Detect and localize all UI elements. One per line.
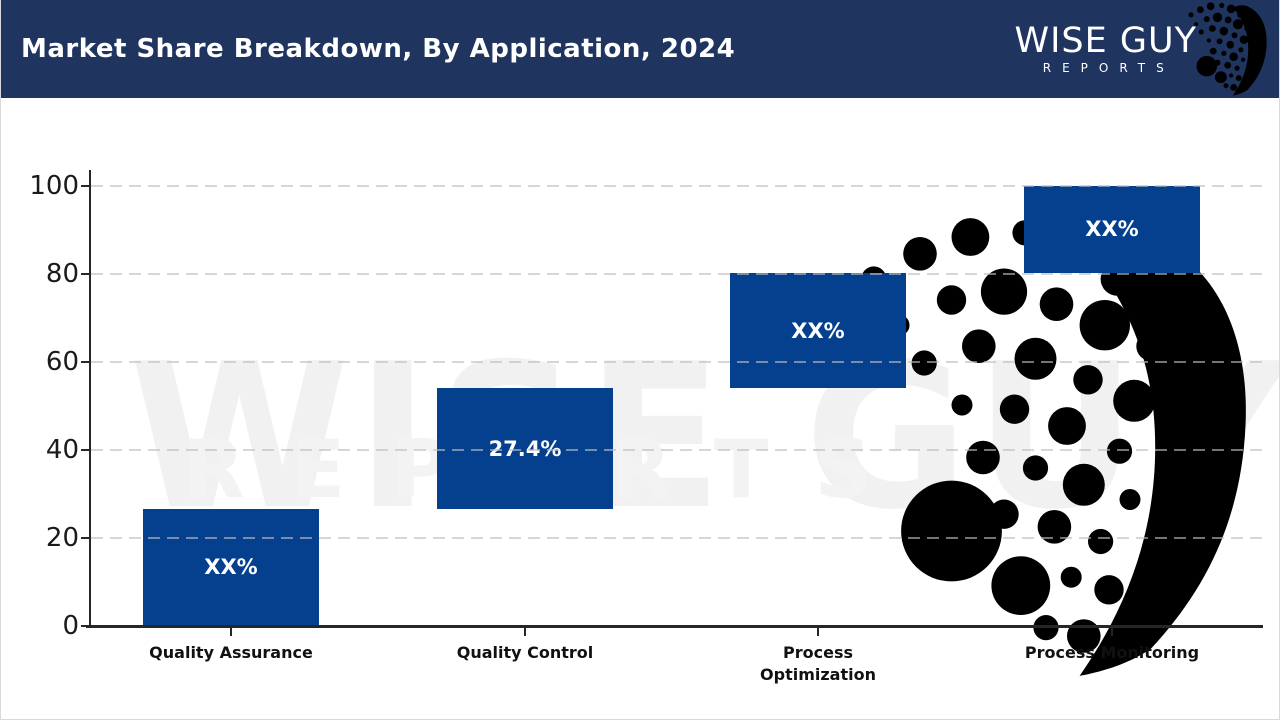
y-tick-20 [81, 537, 90, 539]
x-tick-quality-assurance [230, 628, 232, 636]
bar-quality-assurance: XX% [143, 508, 319, 626]
logo-subtitle: REPORTS [1042, 61, 1175, 76]
bar-value-label: XX% [204, 555, 258, 580]
y-tick-60 [81, 361, 90, 363]
chart-title: Market Share Breakdown, By Application, … [21, 34, 736, 64]
gridline-80 [91, 273, 1263, 275]
y-axis-line [89, 170, 91, 628]
logo-wordmark: WISE GUY [1014, 20, 1197, 61]
y-tick-label-0: 0 [62, 611, 79, 641]
logo-text: WISE GUY REPORTS [1014, 20, 1197, 76]
gridline-20 [91, 537, 1263, 539]
gridline-40 [91, 449, 1263, 451]
x-category-label-quality-assurance: Quality Assurance [149, 643, 313, 662]
y-tick-label-100: 100 [29, 171, 79, 201]
y-tick-label-60: 60 [45, 347, 79, 377]
bar-value-label: XX% [791, 318, 845, 343]
bar-quality-control: 27.4% [437, 388, 613, 509]
y-tick-label-40: 40 [45, 435, 79, 465]
x-category-label-process-monitoring: Process Monitoring [1024, 643, 1200, 662]
gridline-100 [91, 185, 1263, 187]
bar-process-monitoring: XX% [1024, 186, 1200, 273]
y-tick-80 [81, 273, 90, 275]
gridline-60 [91, 361, 1263, 363]
wiseguy-logo: WISE GUY REPORTS [1014, 5, 1269, 93]
header: Market Share Breakdown, By Application, … [1, 0, 1279, 98]
x-tick-process-optimization [817, 628, 819, 636]
y-tick-0 [81, 625, 90, 627]
chart-area: WISE GUY REPORTS 020406080100XX%Quality … [1, 98, 1279, 719]
x-category-label-quality-control: Quality Control [456, 643, 594, 662]
x-tick-process-monitoring [1111, 628, 1113, 636]
y-tick-label-80: 80 [45, 259, 79, 289]
y-tick-40 [81, 449, 90, 451]
bar-value-label: 27.4% [488, 436, 562, 461]
y-tick-100 [81, 185, 90, 187]
bar-value-label: XX% [1085, 217, 1139, 242]
y-tick-label-20: 20 [45, 523, 79, 553]
x-category-label-process-optimization: Process Optimization [760, 643, 876, 684]
bar-process-optimization: XX% [730, 272, 906, 389]
x-tick-quality-control [524, 628, 526, 636]
x-axis-line [86, 625, 1263, 628]
